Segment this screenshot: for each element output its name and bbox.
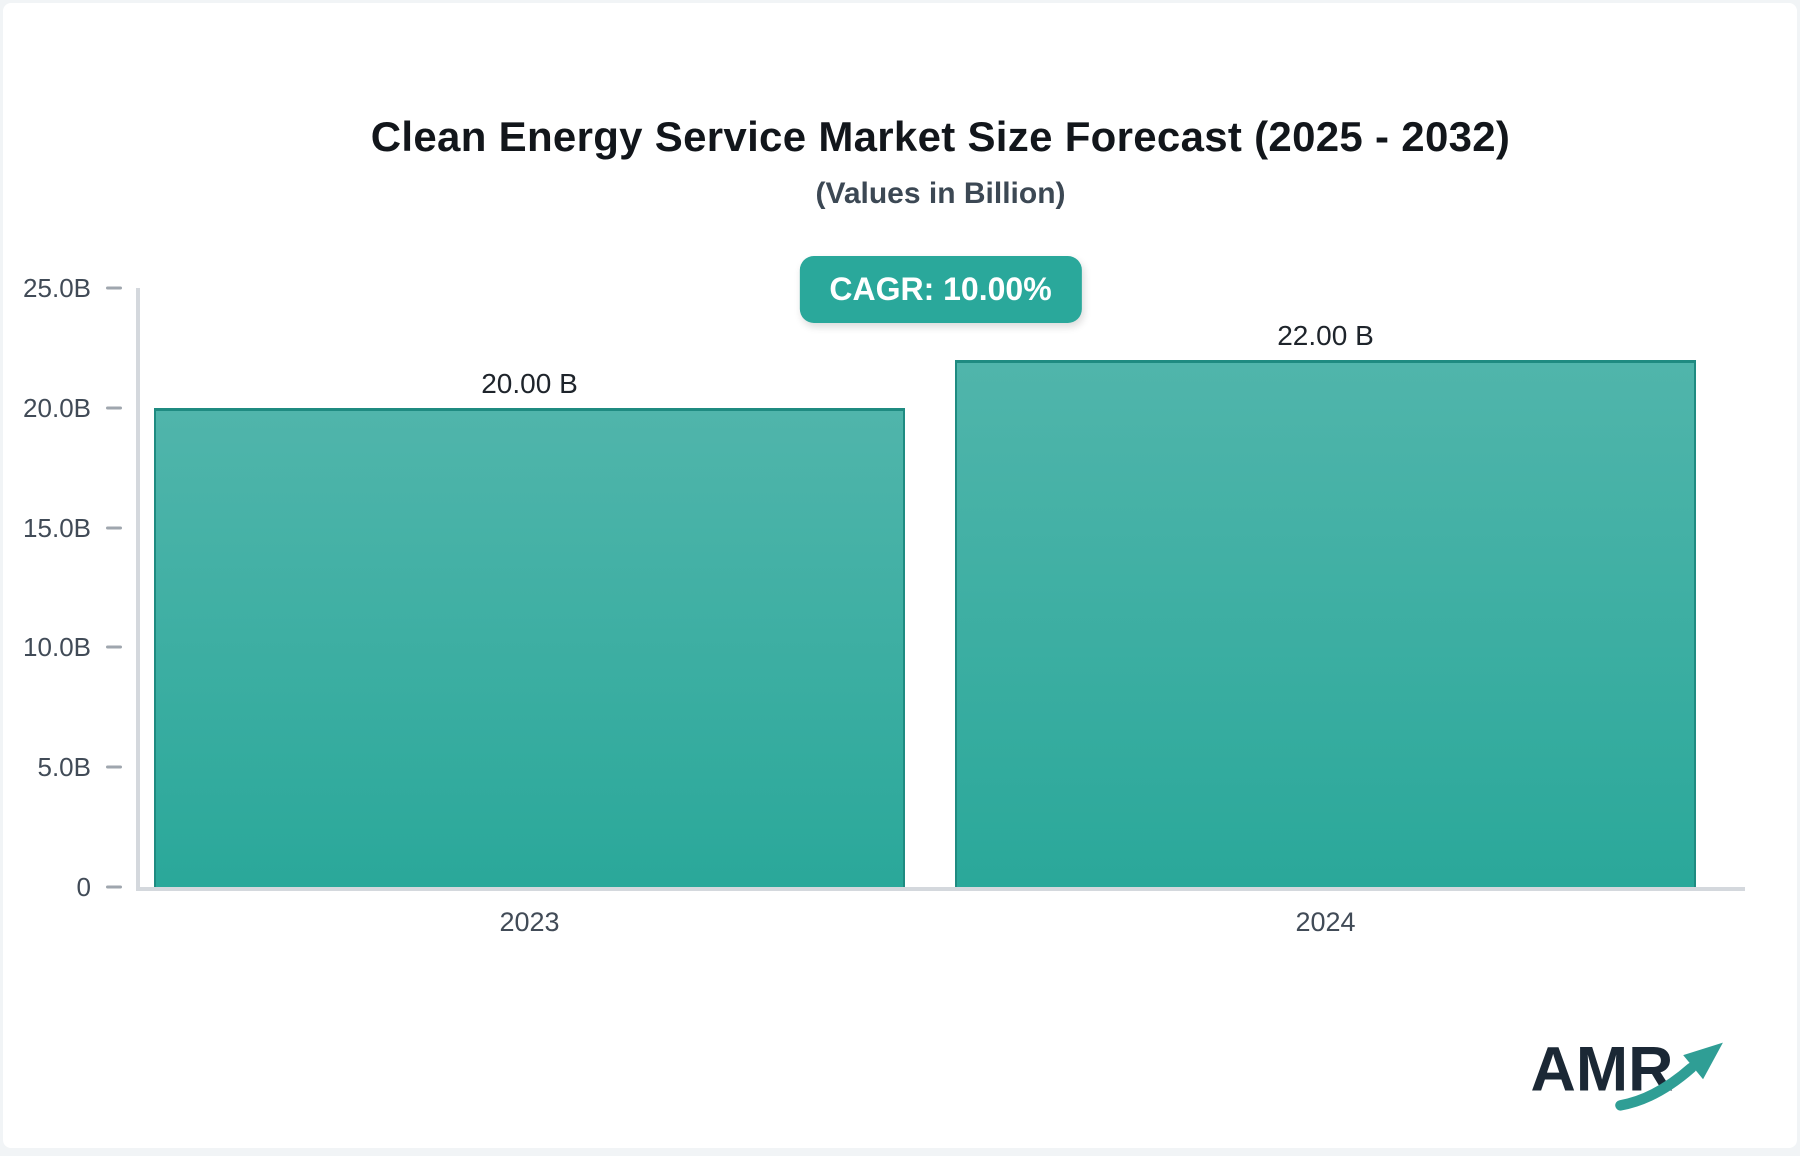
y-tick-label: 20.0B <box>23 392 91 423</box>
y-tick-label: 0 <box>76 872 91 902</box>
bar-2024 <box>955 359 1696 887</box>
trend-arrow-icon <box>1615 1042 1723 1111</box>
y-tick-mark <box>106 406 122 410</box>
y-tick-label: 10.0B <box>23 632 91 663</box>
chart-subtitle: (Values in Billion) <box>815 177 1066 210</box>
bar-2023 <box>154 407 905 887</box>
bar-column-2023: 20.00 B 2023 <box>154 288 905 937</box>
bar-value-label: 22.00 B <box>1277 319 1374 351</box>
y-tick-mark <box>106 645 122 649</box>
y-tick-mark <box>106 526 122 530</box>
y-tick-mark <box>106 765 122 769</box>
bar-value-label: 20.00 B <box>481 367 578 399</box>
x-category-label: 2024 <box>1295 907 1356 937</box>
bar-column-2024: 22.00 B 2024 <box>955 288 1696 937</box>
y-tick-label: 25.0B <box>23 273 91 303</box>
chart-header: Clean Energy Service Market Size Forecas… <box>136 3 1745 333</box>
y-tick-label: 5.0B <box>37 752 92 783</box>
y-tick-mark <box>106 286 122 290</box>
plot-area: 25.0B 20.0B 15.0B 10.0B 5.0B 0 20.00 B 2… <box>23 275 1745 937</box>
y-tick-label: 15.0B <box>23 512 91 543</box>
y-tick-mark <box>106 885 122 889</box>
chart-title: Clean Energy Service Market Size Forecas… <box>370 113 1511 160</box>
x-category-label: 2023 <box>499 907 560 937</box>
cagr-badge: CAGR: 10.00% <box>799 256 1082 323</box>
amr-logo: AMR <box>1531 1035 1723 1111</box>
chart-card: Clean Energy Service Market Size Forecas… <box>3 3 1797 1148</box>
